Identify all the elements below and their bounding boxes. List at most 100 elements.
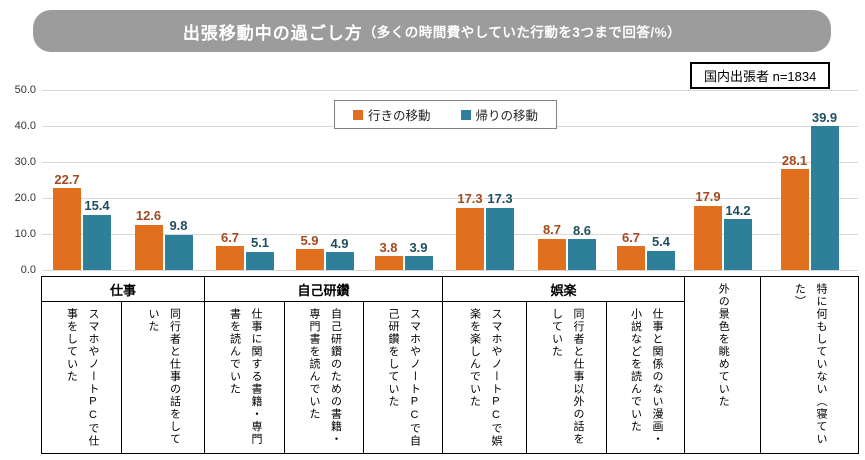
bar-series-1-category-8 — [617, 245, 645, 270]
bar-value-label: 17.3 — [457, 191, 483, 207]
bar-series-container: 22.7 15.4 12.6 9.8 6.7 5.1 5.9 4.9 3.8 3.9 17.3 17.… — [42, 90, 858, 270]
category-label-4: 自己研鑽のための書籍・専門書を読んでいた — [308, 308, 342, 446]
bar-value-label: 17.3 — [487, 191, 513, 207]
category-label-9: 外の景色を眺めていた — [717, 283, 730, 408]
chart-legend: 行きの移動 帰りの移動 — [334, 100, 558, 129]
y-axis-tick-label: 20.0 — [14, 192, 36, 204]
bar-pair-category-1: 22.7 15.4 — [42, 90, 122, 270]
bar-with-label: 3.8 — [374, 240, 403, 270]
legend-label-return: 帰りの移動 — [475, 109, 539, 123]
category-label-8: 仕事と関係のない漫画・小説などを読んでいた — [629, 308, 663, 446]
bar-series-2-category-6 — [486, 207, 514, 270]
bar-value-label: 9.8 — [169, 218, 188, 234]
bar-with-label: 6.7 — [617, 229, 645, 270]
category-cell-8: 仕事と関係のない漫画・小説などを読んでいた — [607, 302, 685, 453]
bar-series-2-category-5 — [404, 256, 433, 270]
bar-series-2-category-2 — [164, 234, 193, 270]
sample-size-box: 国内出張者 n=1834 — [690, 62, 831, 89]
bar-series-1-category-1 — [53, 188, 81, 270]
category-cell-7: 同行者と仕事以外の話をしていた — [527, 302, 607, 453]
bar-series-1-category-6 — [456, 207, 484, 270]
bar-value-label: 3.9 — [409, 239, 428, 255]
y-axis-tick-label: 30.0 — [14, 156, 36, 168]
bar-pair-category-3: 6.7 5.1 — [205, 90, 285, 270]
bar-with-label: 5.9 — [295, 232, 324, 270]
category-label-6: スマホやノートPCで娯楽を楽しんでいた — [468, 308, 502, 448]
bar-value-label: 28.1 — [781, 152, 808, 168]
bar-series-2-category-1 — [83, 214, 111, 270]
bar-with-label: 12.6 — [134, 208, 163, 270]
bar-pair-category-6: 17.3 17.3 — [443, 90, 527, 270]
y-axis-tick-label: 50.0 — [14, 84, 36, 96]
category-label-10: 特に何もしていない（寝ていた） — [793, 283, 827, 446]
gridline — [42, 198, 858, 199]
bar-value-label: 6.7 — [220, 229, 240, 245]
category-cell-3: 仕事に関する書籍・専門書を読んでいた — [205, 302, 285, 453]
bar-with-label: 39.9 — [810, 110, 839, 270]
category-cell-1: スマホやノートPCで仕事をしていた — [42, 302, 122, 453]
bar-value-label: 6.7 — [621, 229, 641, 245]
bar-series-1-category-10 — [780, 168, 809, 270]
bar-value-label: 4.9 — [330, 236, 349, 252]
bar-with-label: 9.8 — [164, 218, 193, 270]
category-table: 仕事 自己研鑽 娯楽 スマホやノートPCで仕事をしていた 同行者と仕事の話をして… — [41, 276, 859, 454]
category-label-2: 同行者と仕事の話をしていた — [147, 308, 181, 446]
bar-series-1-category-5 — [374, 256, 403, 270]
gridline — [42, 162, 858, 163]
bar-chart-plot-area: 22.7 15.4 12.6 9.8 6.7 5.1 5.9 4.9 3.8 3.9 17.3 17.… — [42, 90, 858, 271]
bar-pair-category-7: 8.7 8.6 — [527, 90, 607, 270]
category-cell-10: 特に何もしていない（寝ていた） — [761, 277, 858, 453]
group-header-work: 仕事 — [42, 277, 205, 302]
category-cell-4: 自己研鑽のための書籍・専門書を読んでいた — [285, 302, 364, 453]
bar-pair-category-9: 17.9 14.2 — [685, 90, 761, 270]
legend-item-return: 帰りの移動 — [460, 105, 539, 124]
bar-value-label: 8.6 — [572, 222, 592, 238]
bar-pair-category-2: 12.6 9.8 — [122, 90, 205, 270]
legend-swatch-going — [353, 109, 364, 120]
bar-value-label: 14.2 — [725, 202, 751, 218]
bar-series-2-category-3 — [246, 251, 274, 270]
bar-value-label: 39.9 — [811, 110, 838, 126]
chart-title-banner: 出張移動中の過ごし方 （多くの時間費やしていた行動を3つまで回答/%） — [33, 10, 831, 52]
bar-value-label: 22.7 — [54, 172, 80, 188]
bar-with-label: 14.2 — [724, 202, 752, 270]
bar-with-label: 17.3 — [456, 192, 484, 270]
bar-pair-category-4: 5.9 4.9 — [285, 90, 364, 270]
category-label-3: 仕事に関する書籍・専門書を読んでいた — [228, 308, 262, 446]
bar-value-label: 5.1 — [250, 235, 270, 251]
bar-pair-category-8: 6.7 5.4 — [607, 90, 685, 270]
bar-value-label: 8.7 — [542, 222, 562, 238]
group-header-entertainment: 娯楽 — [443, 277, 685, 302]
category-cell-2: 同行者と仕事の話をしていた — [122, 302, 205, 453]
bar-value-label: 3.8 — [379, 240, 398, 256]
category-label-5: スマホやノートPCで自己研鑽をしていた — [387, 308, 421, 448]
bar-with-label: 3.9 — [404, 239, 433, 270]
group-header-self-improvement: 自己研鑽 — [205, 277, 443, 302]
y-axis-tick-label: 40.0 — [14, 120, 36, 132]
category-label-7: 同行者と仕事以外の話をしていた — [550, 308, 584, 446]
y-axis: 50.0 40.0 30.0 20.0 10.0 0.0 — [0, 84, 38, 276]
chart-title-main: 出張移動中の過ごし方 — [182, 23, 363, 43]
chart-title-sub: （多くの時間費やしていた行動を3つまで回答/%） — [362, 25, 682, 40]
category-label-1: スマホやノートPCで仕事をしていた — [65, 308, 99, 448]
bar-series-1-category-9 — [694, 205, 722, 270]
gridline — [42, 270, 858, 271]
bar-series-2-category-8 — [647, 250, 675, 270]
category-cell-6: スマホやノートPCで娯楽を楽しんでいた — [443, 302, 527, 453]
y-axis-tick-label: 0.0 — [20, 264, 36, 276]
bar-with-label: 5.4 — [647, 235, 675, 270]
bar-series-1-category-2 — [134, 224, 163, 270]
bar-with-label: 15.4 — [83, 199, 111, 270]
bar-with-label: 17.9 — [694, 190, 722, 270]
bar-value-label: 12.6 — [135, 208, 162, 224]
bar-with-label: 6.7 — [216, 229, 244, 270]
bar-series-2-category-10 — [810, 126, 839, 270]
bar-with-label: 8.6 — [568, 222, 596, 270]
bar-value-label: 5.9 — [300, 232, 319, 248]
bar-series-2-category-9 — [724, 218, 752, 270]
bar-pair-category-10: 28.1 39.9 — [761, 90, 858, 270]
bar-series-1-category-4 — [295, 248, 324, 270]
gridline — [42, 234, 858, 235]
bar-with-label: 22.7 — [53, 172, 81, 270]
